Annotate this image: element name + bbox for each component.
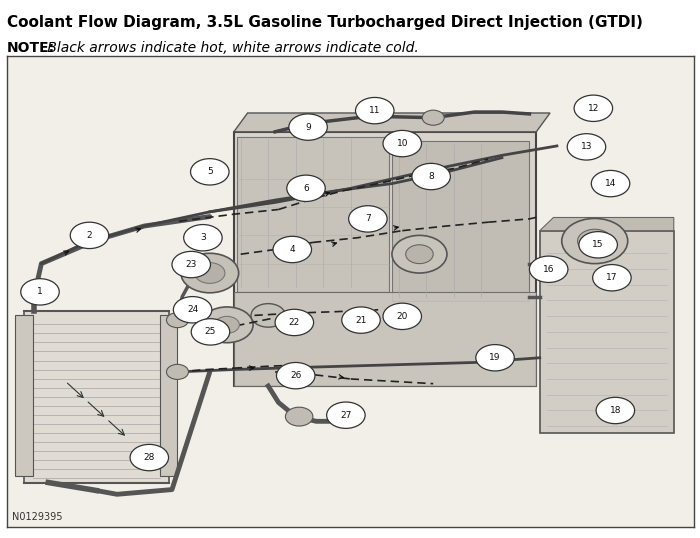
Polygon shape: [25, 311, 169, 483]
Circle shape: [392, 236, 447, 273]
Text: 28: 28: [144, 453, 155, 462]
Circle shape: [215, 316, 239, 334]
Circle shape: [327, 402, 365, 428]
Circle shape: [592, 171, 630, 197]
Circle shape: [342, 307, 380, 334]
Circle shape: [195, 263, 225, 284]
Circle shape: [593, 265, 631, 291]
Circle shape: [383, 303, 421, 329]
Text: 20: 20: [397, 312, 408, 321]
Circle shape: [275, 309, 314, 336]
Circle shape: [273, 236, 312, 263]
Text: 11: 11: [369, 106, 381, 115]
Text: Coolant Flow Diagram, 3.5L Gasoline Turbocharged Direct Injection (GTDI): Coolant Flow Diagram, 3.5L Gasoline Turb…: [7, 15, 643, 30]
Circle shape: [349, 206, 387, 232]
Text: 16: 16: [543, 265, 554, 274]
Text: 14: 14: [605, 179, 616, 188]
Circle shape: [406, 245, 433, 264]
Circle shape: [276, 363, 315, 389]
Text: 4: 4: [290, 245, 295, 254]
Circle shape: [183, 224, 222, 251]
Text: 8: 8: [428, 172, 434, 181]
Text: 13: 13: [581, 143, 592, 151]
Text: 26: 26: [290, 371, 302, 380]
Text: 21: 21: [356, 316, 367, 324]
Circle shape: [567, 134, 606, 160]
Text: 10: 10: [396, 139, 408, 148]
Circle shape: [201, 307, 253, 343]
Text: 6: 6: [303, 184, 309, 193]
Polygon shape: [234, 292, 536, 386]
Text: 25: 25: [205, 328, 216, 336]
Circle shape: [383, 130, 421, 157]
Circle shape: [181, 253, 239, 293]
Polygon shape: [15, 315, 33, 477]
Circle shape: [21, 279, 60, 305]
Polygon shape: [234, 132, 536, 386]
Circle shape: [286, 407, 313, 426]
Text: 7: 7: [365, 215, 371, 223]
Text: 1: 1: [37, 287, 43, 296]
Text: 9: 9: [305, 123, 311, 132]
Text: 5: 5: [207, 167, 213, 176]
Text: 27: 27: [340, 410, 351, 420]
Circle shape: [412, 164, 450, 190]
Circle shape: [529, 256, 568, 282]
Circle shape: [574, 95, 612, 122]
Circle shape: [70, 222, 108, 249]
Text: 19: 19: [489, 353, 500, 362]
Polygon shape: [392, 141, 529, 301]
Polygon shape: [540, 217, 674, 231]
Text: 15: 15: [592, 240, 604, 249]
Text: 24: 24: [187, 305, 198, 314]
Circle shape: [174, 296, 212, 323]
Circle shape: [167, 364, 188, 379]
Text: 3: 3: [200, 233, 206, 242]
Circle shape: [130, 444, 169, 471]
Circle shape: [172, 251, 211, 278]
Circle shape: [167, 313, 188, 328]
Polygon shape: [234, 113, 550, 132]
Circle shape: [251, 303, 286, 327]
Circle shape: [561, 218, 628, 264]
Circle shape: [287, 175, 326, 202]
Polygon shape: [237, 137, 388, 292]
Circle shape: [578, 229, 612, 253]
Circle shape: [596, 397, 635, 424]
Circle shape: [422, 110, 444, 125]
Text: 2: 2: [87, 231, 92, 240]
Circle shape: [190, 159, 229, 185]
Circle shape: [289, 114, 328, 140]
Text: 17: 17: [606, 273, 617, 282]
Text: NOTE:: NOTE:: [7, 41, 55, 55]
Circle shape: [356, 97, 394, 124]
Circle shape: [579, 232, 617, 258]
Polygon shape: [540, 231, 674, 433]
Text: Black arrows indicate hot, white arrows indicate cold.: Black arrows indicate hot, white arrows …: [43, 41, 419, 55]
Polygon shape: [160, 315, 178, 477]
Circle shape: [191, 318, 230, 345]
Text: 12: 12: [588, 104, 599, 113]
Text: N0129395: N0129395: [13, 512, 63, 522]
Text: 22: 22: [288, 318, 300, 327]
Text: 18: 18: [610, 406, 621, 415]
Text: 23: 23: [186, 260, 197, 269]
Circle shape: [476, 344, 514, 371]
